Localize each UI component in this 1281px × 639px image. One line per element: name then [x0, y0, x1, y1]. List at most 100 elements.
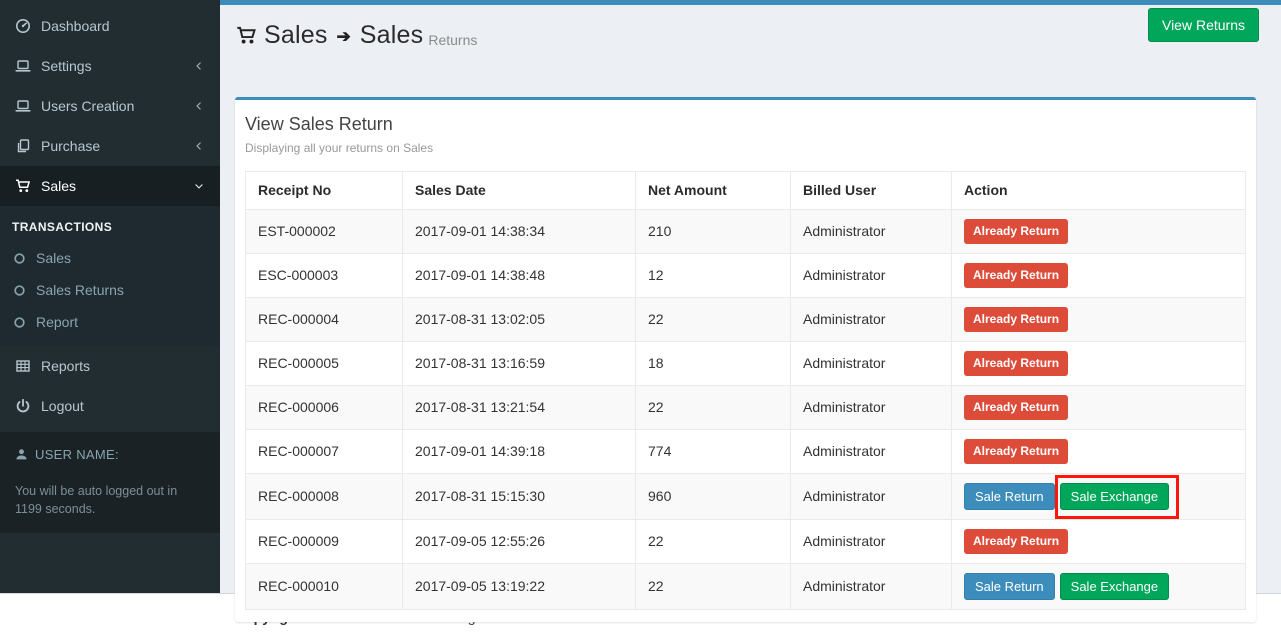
column-header-receipt-no: Receipt No: [245, 171, 403, 210]
column-header-billed-user: Billed User: [790, 171, 952, 210]
table-row: REC-000010 2017-09-05 13:19:22 22 Administr…: [245, 563, 1246, 610]
cell-net-amount: 22: [635, 385, 791, 430]
cell-sales-date: 2017-09-01 14:38:48: [402, 253, 636, 298]
cell-receipt-no: REC-000010: [245, 563, 403, 610]
table-row: ESC-000003 2017-09-01 14:38:48 12 Administr…: [245, 253, 1246, 298]
cell-action: Already Return: [951, 341, 1246, 386]
chevron-left-icon: [193, 60, 205, 72]
sale-exchange-button[interactable]: Sale Exchange: [1059, 483, 1170, 510]
cell-billed-user: Administrator: [790, 473, 952, 520]
cell-sales-date: 2017-09-05 13:19:22: [402, 563, 636, 610]
main-content: Sales ➔ Sales Returns View Returns View …: [220, 0, 1281, 622]
table-row: REC-000009 2017-09-05 12:55:26 22 Administr…: [245, 519, 1246, 564]
table-row: REC-000004 2017-08-31 13:02:05 22 Administr…: [245, 297, 1246, 342]
submenu-item-label: Sales Returns: [36, 282, 124, 298]
cell-billed-user: Administrator: [790, 297, 952, 342]
sidebar-item-label: Settings: [41, 58, 92, 74]
column-header-action: Action: [951, 171, 1246, 210]
circle-icon: [12, 251, 27, 266]
circle-icon: [12, 315, 27, 330]
table-row: REC-000006 2017-08-31 13:21:54 22 Administr…: [245, 385, 1246, 430]
app-window: Dashboard Settings Users Creation: [0, 0, 1281, 622]
sidebar-filler: [0, 533, 220, 593]
sidebar-item-settings[interactable]: Settings: [0, 46, 220, 86]
cell-net-amount: 12: [635, 253, 791, 298]
already-return-badge: Already Return: [964, 439, 1069, 464]
table-row: REC-000005 2017-08-31 13:16:59 18 Administr…: [245, 341, 1246, 386]
view-returns-button[interactable]: View Returns: [1147, 8, 1259, 42]
already-return-badge: Already Return: [964, 219, 1069, 244]
cell-net-amount: 210: [635, 209, 791, 254]
sidebar-item-label: Reports: [41, 358, 91, 374]
laptop-icon: [15, 98, 31, 114]
cell-net-amount: 22: [635, 563, 791, 610]
chevron-down-icon: [193, 180, 205, 192]
cell-action: Sale Return Sale Exchange: [951, 473, 1246, 520]
card-subtitle: Displaying all your returns on Sales: [245, 141, 434, 155]
sidebar-item-logout[interactable]: Logout: [0, 386, 220, 426]
table-row: REC-000008 2017-08-31 15:15:30 960 Administ…: [245, 473, 1246, 520]
submenu-item-sales-returns[interactable]: Sales Returns: [0, 274, 220, 306]
already-return-badge: Already Return: [964, 263, 1069, 288]
cell-action: Already Return: [951, 385, 1246, 430]
submenu-item-label: Sales: [36, 250, 72, 266]
cell-receipt-no: REC-000008: [245, 473, 403, 520]
card-title: View Sales Return: [245, 114, 393, 134]
table-row: REC-000007 2017-09-01 14:39:18 774 Administ…: [245, 429, 1246, 474]
cell-billed-user: Administrator: [790, 429, 952, 474]
sale-return-button[interactable]: Sale Return: [964, 573, 1055, 600]
sidebar-item-reports[interactable]: Reports: [0, 346, 220, 386]
power-icon: [15, 398, 31, 414]
sidebar-item-label: Purchase: [41, 138, 101, 154]
submenu-section-header: TRANSACTIONS: [12, 220, 113, 234]
cell-action: Already Return: [951, 297, 1246, 342]
already-return-badge: Already Return: [964, 351, 1069, 376]
sidebar-item-users-creation[interactable]: Users Creation: [0, 86, 220, 126]
table-header-row: Receipt No Sales Date Net Amount Billed …: [245, 171, 1246, 210]
table-row: EST-000002 2017-09-01 14:38:34 210 Administ…: [245, 209, 1246, 254]
chevron-left-icon: [193, 140, 205, 152]
breadcrumb-arrow-icon: ➔: [336, 27, 351, 46]
copy-icon: [15, 138, 31, 154]
sidebar-item-dashboard[interactable]: Dashboard: [0, 6, 220, 46]
chevron-left-icon: [193, 100, 205, 112]
sidebar-item-sales[interactable]: Sales: [0, 166, 220, 206]
already-return-badge: Already Return: [964, 529, 1069, 554]
sidebar-item-label: Logout: [41, 398, 84, 414]
content-header: Sales ➔ Sales Returns View Returns: [220, 5, 1281, 97]
breadcrumb-secondary: Sales: [359, 21, 424, 49]
submenu-item-report[interactable]: Report: [0, 306, 220, 338]
submenu-item-sales[interactable]: Sales: [0, 242, 220, 274]
cell-receipt-no: REC-000004: [245, 297, 403, 342]
cell-sales-date: 2017-09-05 12:55:26: [402, 519, 636, 564]
sales-returns-table: Receipt No Sales Date Net Amount Billed …: [245, 171, 1246, 610]
annotation-highlight-box: Sale Exchange: [1054, 475, 1180, 519]
breadcrumb-suffix: Returns: [428, 31, 478, 48]
sale-return-button[interactable]: Sale Return: [964, 483, 1055, 510]
cell-receipt-no: REC-000009: [245, 519, 403, 564]
sidebar-item-label: Dashboard: [41, 18, 110, 34]
user-panel: USER NAME: You will be auto logged out i…: [0, 432, 220, 534]
cell-billed-user: Administrator: [790, 563, 952, 610]
cell-sales-date: 2017-08-31 13:16:59: [402, 341, 636, 386]
cell-action: Already Return: [951, 429, 1246, 474]
cart-icon: [15, 178, 31, 194]
sidebar: Dashboard Settings Users Creation: [0, 0, 220, 593]
sidebar-item-label: Users Creation: [41, 98, 135, 114]
cell-billed-user: Administrator: [790, 253, 952, 298]
user-icon: [15, 448, 28, 461]
auto-logout-note: You will be auto logged out in 1199 seco…: [15, 484, 178, 517]
cell-action: Already Return: [951, 519, 1246, 564]
cell-receipt-no: EST-000002: [245, 209, 403, 254]
user-name-label: USER NAME:: [35, 447, 119, 462]
sidebar-item-label: Sales: [41, 178, 77, 194]
cell-action: Sale Return Sale Exchange: [951, 563, 1246, 610]
cell-net-amount: 774: [635, 429, 791, 474]
sale-exchange-button[interactable]: Sale Exchange: [1059, 573, 1170, 600]
sales-returns-table-body: EST-000002 2017-09-01 14:38:34 210 Administ…: [245, 209, 1246, 610]
sales-return-card: View Sales Return Displaying all your re…: [235, 97, 1256, 622]
cell-billed-user: Administrator: [790, 519, 952, 564]
sidebar-item-purchase[interactable]: Purchase: [0, 126, 220, 166]
cell-receipt-no: REC-000006: [245, 385, 403, 430]
laptop-icon: [15, 58, 31, 74]
